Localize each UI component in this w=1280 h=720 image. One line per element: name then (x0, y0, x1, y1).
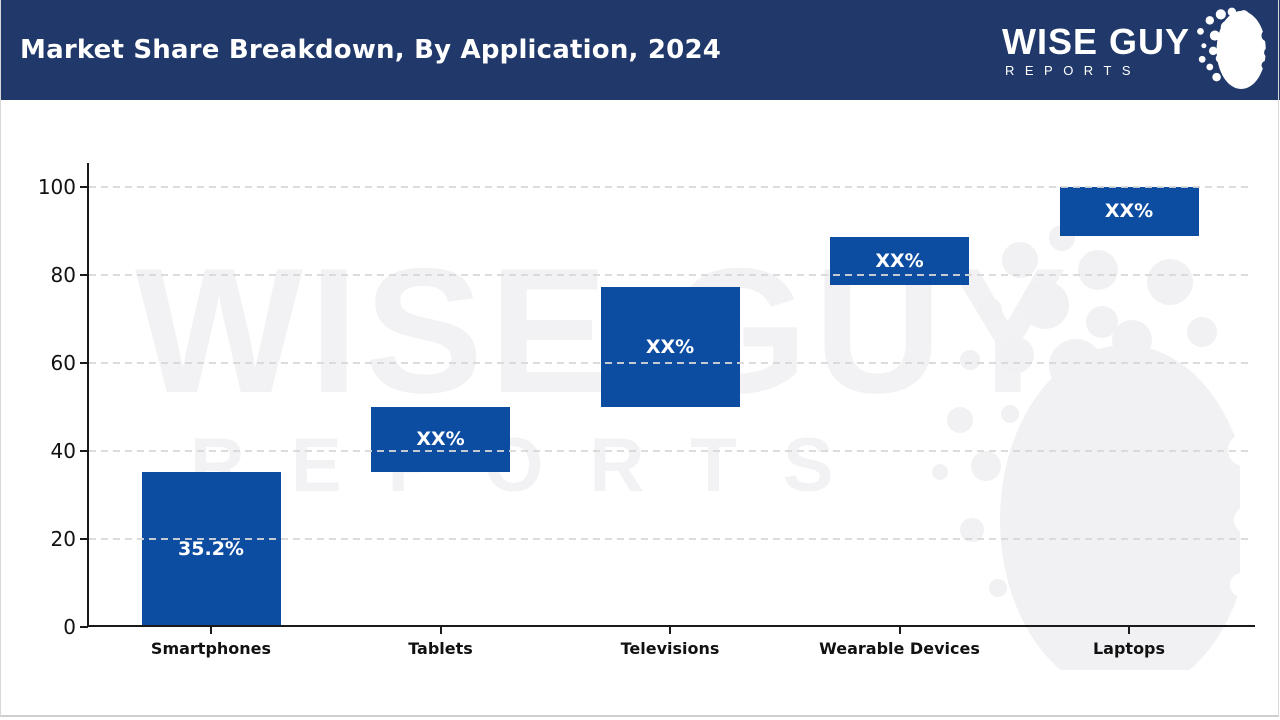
bar-value-label: 35.2% (178, 538, 244, 561)
category-label-laptops: Laptops (1092, 639, 1166, 658)
bar-laptops: XX% (1059, 186, 1199, 236)
gridline-40 (89, 449, 1253, 452)
logo-text: WISE GUY REPORTS (1001, 20, 1190, 78)
watermark-subtext: REPORTS (190, 423, 880, 508)
y-tick (80, 185, 88, 188)
x-tick-smartphones (210, 627, 212, 634)
gridline-20 (89, 537, 1253, 540)
x-tick-wearable-devices (898, 627, 901, 634)
gridline-60 (89, 361, 1253, 364)
bar-smartphones: 35.2% (141, 472, 281, 627)
bar-wearable-devices: XX% (830, 236, 969, 285)
chart-title: Market Share Breakdown, By Application, … (20, 35, 722, 65)
y-tick-label: 40 (50, 438, 76, 463)
y-tick (80, 273, 88, 276)
gridline-80 (89, 273, 1253, 276)
category-label-tablets: Tablets (408, 639, 473, 658)
y-tick-label: 60 (50, 350, 76, 375)
bar-tablets: XX% (371, 406, 510, 472)
bar-value-label: XX% (1104, 200, 1154, 223)
y-tick-label: 0 (63, 615, 76, 639)
bar-televisions: XX% (600, 286, 740, 407)
y-tick (80, 626, 88, 628)
bar-value-label: XX% (875, 249, 924, 272)
logo-subtext: REPORTS (1004, 62, 1142, 78)
bar-value-label: XX% (416, 428, 465, 451)
y-tick-label: 100 (37, 174, 76, 199)
watermark-face-icon (932, 225, 1240, 670)
x-tick-tablets (439, 627, 442, 634)
y-tick-label: 20 (50, 526, 76, 551)
logo-face-icon (1197, 7, 1270, 89)
bar-value-label: XX% (645, 335, 695, 358)
y-axis-line (87, 163, 89, 627)
gridline-100 (89, 185, 1253, 188)
logo-wordmark: WISE GUY (1001, 20, 1190, 62)
x-axis-line (87, 625, 1255, 627)
category-label-smartphones: Smartphones (150, 639, 272, 658)
y-tick (80, 361, 88, 364)
header-bar: Market Share Breakdown, By Application, … (0, 0, 1280, 100)
y-tick (80, 449, 88, 452)
wiseguy-logo: WISE GUY REPORTS (1002, 0, 1270, 100)
x-tick-laptops (1128, 627, 1130, 634)
category-label-televisions: Televisions (620, 639, 720, 658)
y-tick-label: 80 (50, 262, 76, 287)
category-label-wearable-devices: Wearable Devices (819, 639, 980, 658)
y-tick (80, 537, 88, 540)
x-tick-televisions (669, 627, 671, 634)
